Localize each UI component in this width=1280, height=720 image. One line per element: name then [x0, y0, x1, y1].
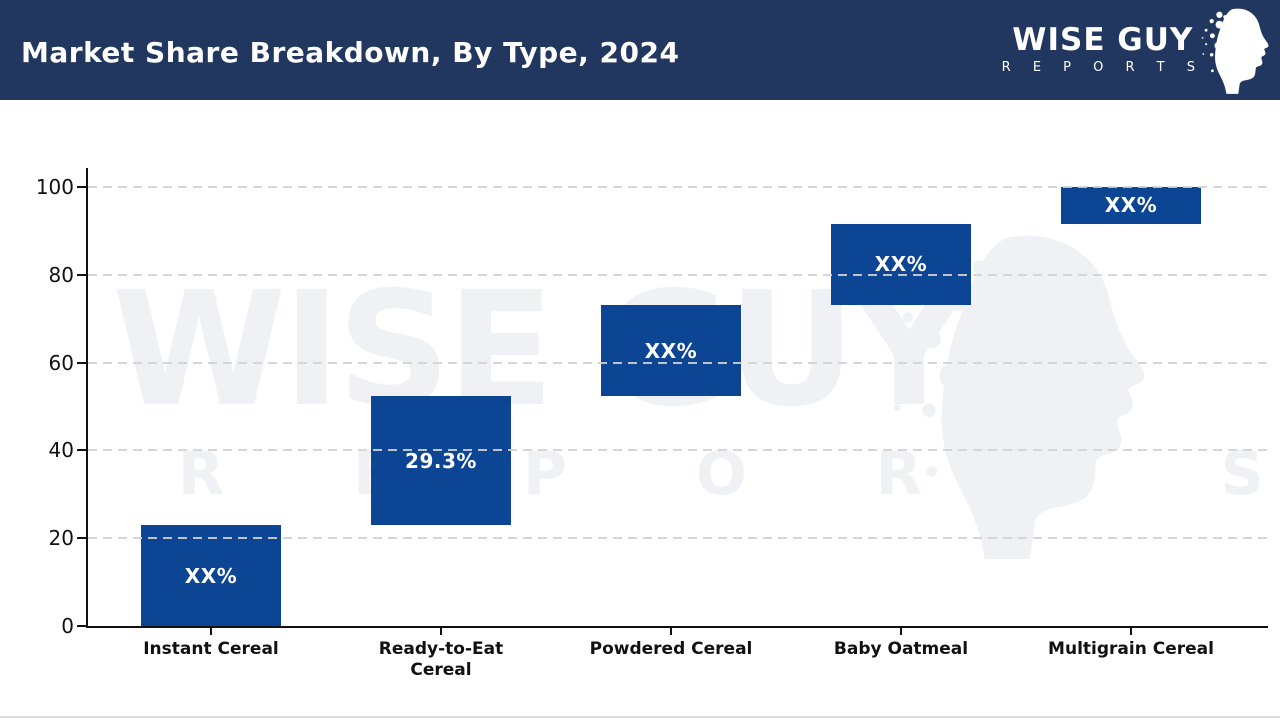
y-tick-label: 60	[48, 350, 74, 375]
bar-segment: XX%	[1061, 187, 1201, 224]
category-label: Powdered Cereal	[561, 639, 781, 660]
bottom-rule	[0, 716, 1280, 718]
chart-title: Market Share Breakdown, By Type, 2024	[21, 36, 680, 69]
bar-segment: XX%	[601, 304, 741, 397]
y-tick	[77, 625, 86, 627]
category-label-line: Cereal	[410, 660, 472, 681]
y-tick	[77, 186, 86, 188]
category-label-line: Multigrain Cereal	[1048, 639, 1214, 659]
y-tick-label: 100	[35, 175, 74, 199]
y-tick	[77, 361, 86, 364]
grid-line	[88, 186, 1268, 188]
category-label-line: Ready-to-Eat	[378, 639, 504, 659]
x-tick	[900, 628, 902, 635]
y-axis	[86, 168, 88, 628]
category-label: Ready-to-Eat Cereal	[331, 639, 551, 682]
logo-subtitle: R E P O R T S	[1001, 60, 1204, 75]
category-label-line: Powdered Cereal	[589, 639, 753, 659]
x-axis	[86, 626, 1268, 628]
category-label: Multigrain Cereal	[1021, 639, 1241, 660]
y-tick	[77, 537, 86, 540]
bar-value-label: XX%	[874, 252, 928, 277]
watermark-wordmark: WISE GUY	[112, 258, 966, 442]
grid-line	[88, 273, 1268, 276]
x-tick	[440, 628, 442, 635]
bar-value-label: XX%	[1104, 193, 1158, 218]
grid-line	[88, 361, 1268, 364]
x-tick	[1130, 628, 1132, 635]
bar-segment: XX%	[831, 223, 971, 305]
grid-line	[88, 449, 1268, 452]
y-tick	[77, 449, 86, 452]
y-tick	[77, 273, 86, 276]
bar-value-label: 29.3%	[405, 448, 477, 473]
x-tick	[670, 628, 672, 635]
bar-value-label: XX%	[644, 338, 698, 363]
category-label-line: Baby Oatmeal	[833, 639, 969, 659]
category-label: Baby Oatmeal	[791, 639, 1011, 660]
wise-guy-logo: WISE GUY R E P O R T S	[1002, 4, 1274, 96]
logo-text: WISE GUY R E P O R T S	[1001, 22, 1204, 76]
logo-wordmark: WISE GUY	[1012, 22, 1194, 58]
y-tick-label: 0	[61, 614, 74, 638]
y-tick-label: 40	[48, 438, 74, 463]
header-bar: Market Share Breakdown, By Type, 2024 WI…	[0, 0, 1280, 100]
grid-line	[88, 537, 1268, 540]
x-tick	[210, 628, 212, 635]
category-label-line: Instant Cereal	[143, 639, 279, 659]
bar-segment: XX%	[141, 525, 281, 626]
y-tick-label: 20	[48, 526, 74, 551]
bar-value-label: XX%	[184, 563, 238, 588]
bar-segment: 29.3%	[371, 396, 511, 526]
y-tick-label: 80	[48, 262, 74, 287]
category-label: Instant Cereal	[101, 639, 321, 660]
